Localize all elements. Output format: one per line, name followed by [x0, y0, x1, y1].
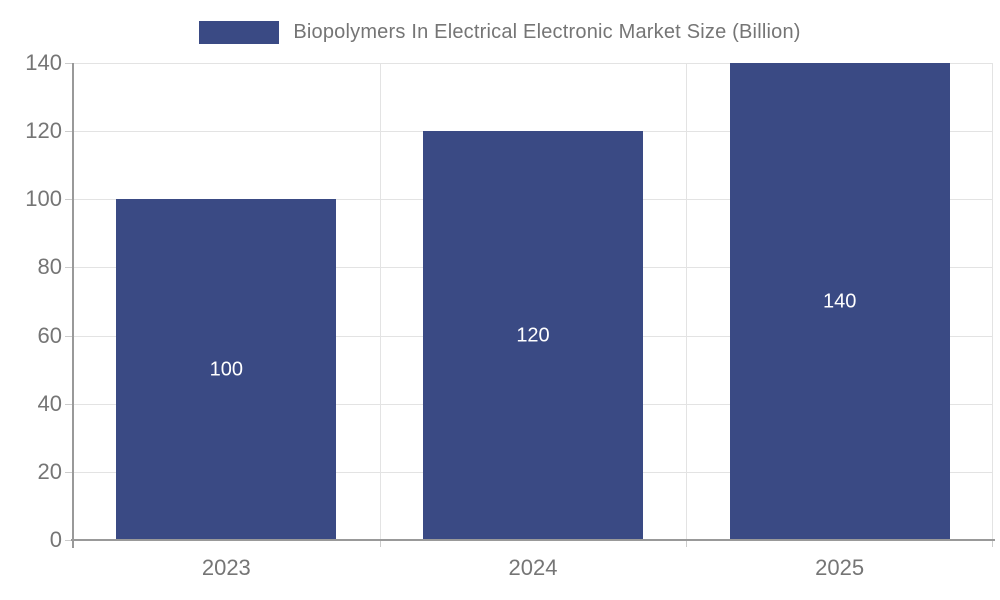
y-tick-label: 80 [37, 254, 62, 280]
y-tick-label: 40 [37, 390, 62, 416]
y-axis-tick [65, 540, 73, 541]
plot-area: 100 120 140 [65, 63, 995, 548]
gridline-vertical [992, 63, 993, 540]
legend-swatch [199, 20, 280, 44]
x-axis-tick [380, 540, 381, 547]
bar-2025: 140 [729, 63, 950, 540]
y-tick-label: 100 [25, 186, 62, 212]
gridline-vertical [686, 63, 687, 540]
gridline-vertical [380, 63, 381, 540]
y-tick-label: 20 [37, 458, 62, 484]
x-axis-tick [992, 540, 993, 547]
bar-value-label: 140 [822, 290, 857, 312]
y-axis-tick [65, 471, 73, 473]
x-tick-label: 2025 [815, 555, 865, 580]
y-tick-label: 0 [49, 527, 62, 552]
legend-label: Biopolymers In Electrical Electronic Mar… [293, 20, 801, 43]
legend: Biopolymers In Electrical Electronic Mar… [0, 14, 1000, 50]
y-tick-label: 140 [25, 50, 62, 75]
x-axis-tick [686, 540, 687, 547]
y-tick-label: 60 [37, 322, 62, 348]
y-axis-tick [65, 403, 73, 405]
y-tick-label: 120 [25, 118, 62, 144]
y-axis-tick [65, 63, 73, 64]
bar-value-label: 100 [209, 358, 244, 381]
gridline-horizontal [73, 63, 993, 64]
y-axis-line [72, 63, 74, 548]
y-axis-tick [65, 199, 73, 201]
y-axis-tick [65, 131, 73, 133]
x-tick-label: 2023 [201, 555, 251, 580]
y-axis-tick [65, 267, 73, 269]
x-axis-line [71, 539, 995, 541]
bar-2023: 100 [116, 199, 337, 540]
bar-value-label: 120 [516, 324, 550, 347]
x-tick-label: 2024 [508, 555, 558, 580]
bar-2024: 120 [423, 131, 643, 540]
y-axis-tick [65, 335, 73, 337]
